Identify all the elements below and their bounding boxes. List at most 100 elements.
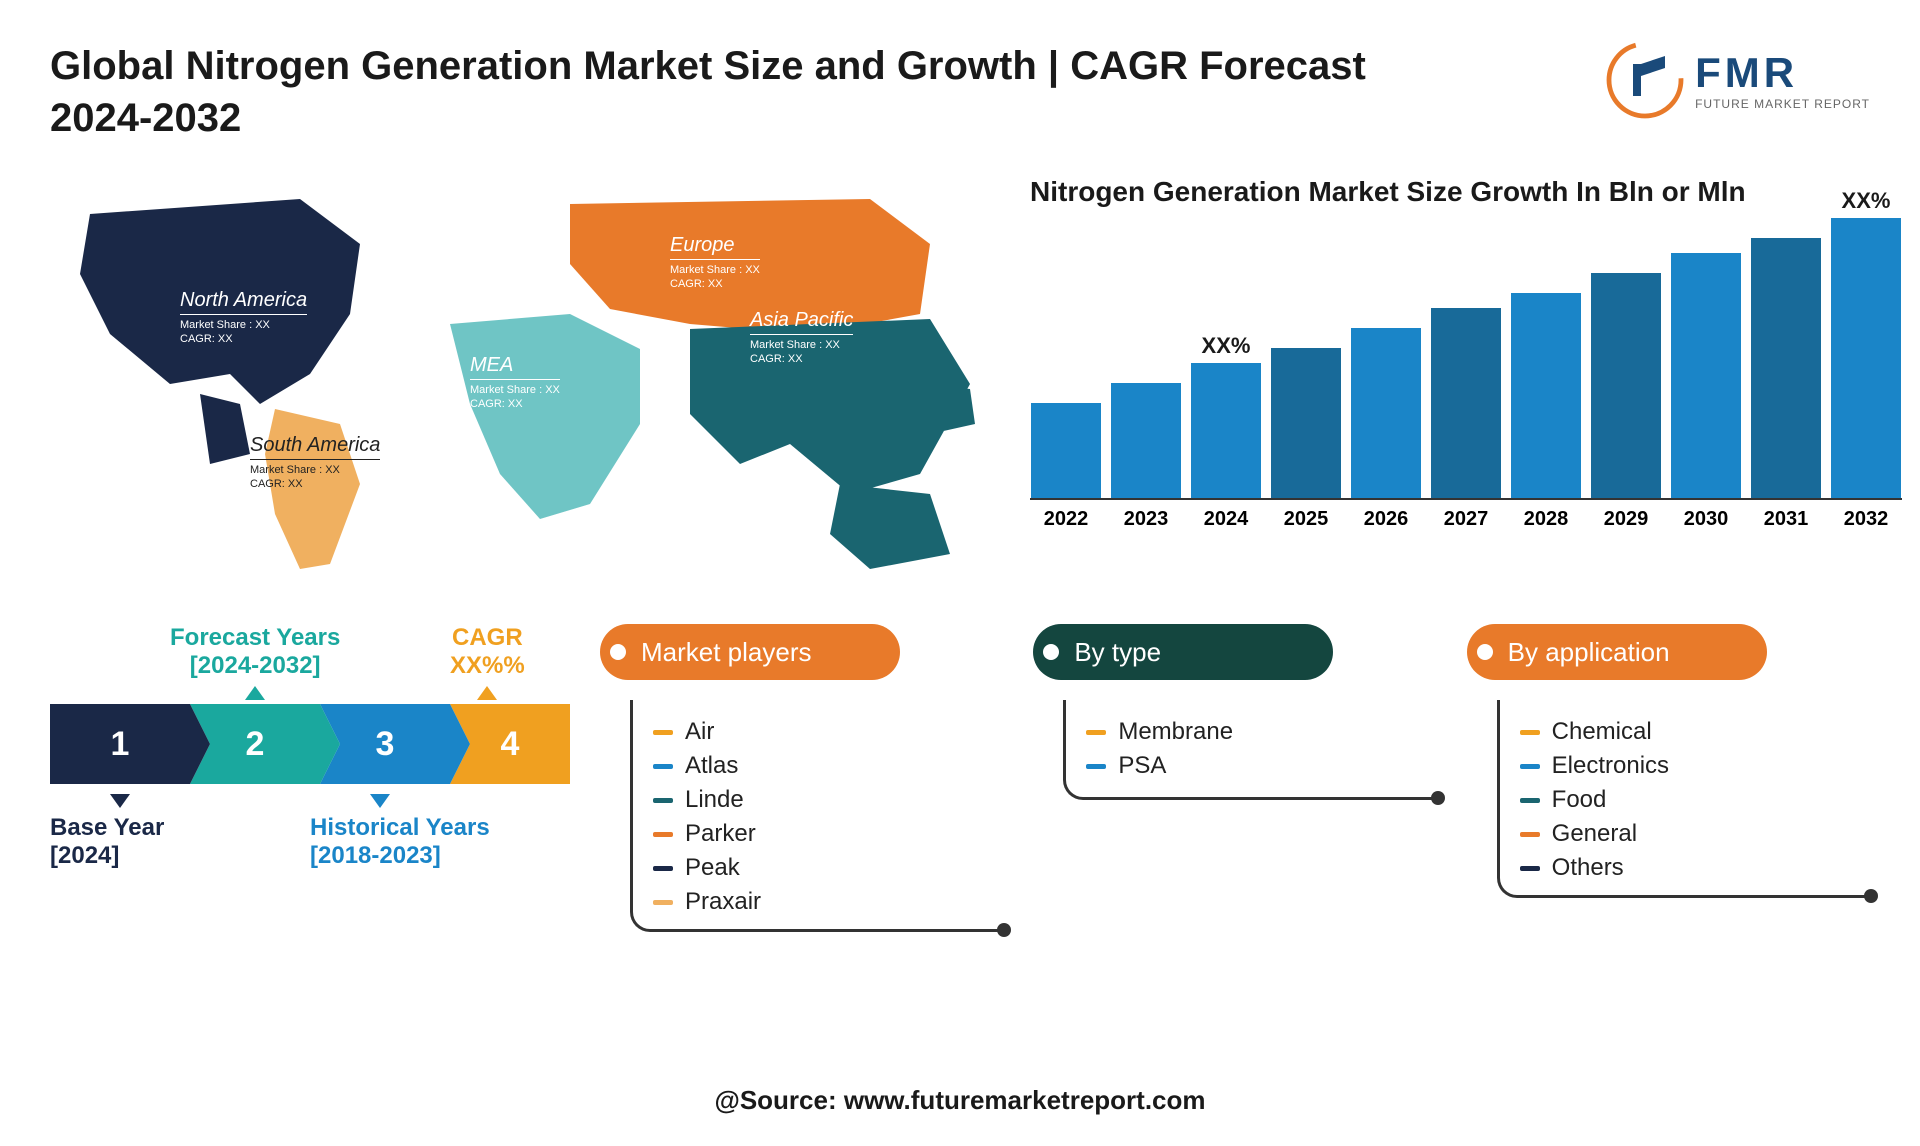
list-item: Air	[653, 715, 1003, 749]
list-item-label: Membrane	[1118, 718, 1233, 746]
dash-icon	[653, 730, 673, 735]
bar-col-2031	[1750, 238, 1822, 498]
list-item-label: Atlas	[685, 752, 738, 780]
list-item-label: Praxair	[685, 888, 761, 916]
pill-dot-icon	[1043, 644, 1059, 660]
historical-line2: [2018-2023]	[310, 842, 490, 870]
region-label-north-america: North America Market Share : XX CAGR: XX	[180, 289, 307, 347]
category-title: By application	[1508, 637, 1670, 668]
region-label-mea: MEA Market Share : XX CAGR: XX	[470, 354, 560, 412]
x-label: 2029	[1590, 500, 1662, 531]
chart-title: Nitrogen Generation Market Size Growth I…	[1030, 174, 1902, 210]
cagr-line2: XX%%	[450, 652, 525, 680]
logo: FMR FUTURE MARKET REPORT	[1605, 40, 1870, 120]
dash-icon	[653, 866, 673, 871]
list-item: General	[1520, 817, 1870, 851]
bar	[1351, 328, 1421, 498]
dash-icon	[1086, 764, 1106, 769]
region-cagr: CAGR: XX	[670, 277, 760, 291]
list-item-label: Air	[685, 718, 714, 746]
region-name: Asia Pacific	[750, 309, 853, 335]
list-item: Peak	[653, 851, 1003, 885]
category-list: Chemical Electronics Food General Others	[1497, 700, 1870, 898]
category-title: Market players	[641, 637, 812, 668]
historical-line1: Historical Years	[310, 814, 490, 842]
bars-container: XX%XX%	[1030, 220, 1902, 500]
bar	[1031, 403, 1101, 498]
dash-icon	[653, 832, 673, 837]
category-title: By type	[1074, 637, 1161, 668]
bar	[1671, 253, 1741, 498]
bar-col-2023	[1110, 383, 1182, 498]
x-label: 2023	[1110, 500, 1182, 531]
forecast-line2: [2024-2032]	[170, 652, 340, 680]
dash-icon	[1520, 730, 1540, 735]
list-item-label: Electronics	[1552, 752, 1669, 780]
category-list: Membrane PSA	[1063, 700, 1436, 800]
category-by-application: By application Chemical Electronics Food…	[1467, 624, 1870, 932]
list-item: Others	[1520, 851, 1870, 885]
list-item: Membrane	[1086, 715, 1436, 749]
x-label: 2032	[1830, 500, 1902, 531]
bar-col-2029	[1590, 273, 1662, 498]
source-line: @Source: www.futuremarketreport.com	[0, 1085, 1920, 1116]
bar	[1111, 383, 1181, 498]
x-label: 2024	[1190, 500, 1262, 531]
growth-bar-chart: Nitrogen Generation Market Size Growth I…	[1030, 174, 1902, 574]
cagr-line1: CAGR	[450, 624, 525, 652]
bar-col-2027	[1430, 308, 1502, 498]
category-pill: By type	[1033, 624, 1333, 680]
bar	[1271, 348, 1341, 498]
region-share: Market Share : XX	[750, 338, 853, 352]
x-label: 2030	[1670, 500, 1742, 531]
x-axis-labels: 2022202320242025202620272028202920302031…	[1030, 500, 1902, 531]
list-item: Atlas	[653, 749, 1003, 783]
dash-icon	[653, 900, 673, 905]
bar	[1431, 308, 1501, 498]
region-cagr: CAGR: XX	[470, 397, 560, 411]
base-year-line2: [2024]	[50, 842, 164, 870]
world-map: North America Market Share : XX CAGR: XX…	[50, 174, 990, 574]
x-label: 2026	[1350, 500, 1422, 531]
region-share: Market Share : XX	[250, 463, 380, 477]
bar-annotation: XX%	[1842, 188, 1891, 214]
bar-col-2025	[1270, 348, 1342, 498]
triangle-up-icon	[245, 686, 265, 700]
x-label: 2022	[1030, 500, 1102, 531]
list-item-label: Linde	[685, 786, 744, 814]
bar	[1591, 273, 1661, 498]
list-item: Chemical	[1520, 715, 1870, 749]
category-pill: Market players	[600, 624, 900, 680]
dash-icon	[653, 764, 673, 769]
dash-icon	[1520, 866, 1540, 871]
x-label: 2028	[1510, 500, 1582, 531]
region-name: MEA	[470, 354, 560, 380]
bar-col-2022	[1030, 403, 1102, 498]
step-1: 1	[50, 704, 190, 784]
forecast-years-label: Forecast Years [2024-2032]	[170, 624, 340, 700]
x-label: 2031	[1750, 500, 1822, 531]
list-item-label: Chemical	[1552, 718, 1652, 746]
region-label-europe: Europe Market Share : XX CAGR: XX	[670, 234, 760, 292]
list-item-label: Parker	[685, 820, 756, 848]
pill-dot-icon	[610, 644, 626, 660]
region-name: North America	[180, 289, 307, 315]
region-share: Market Share : XX	[180, 318, 307, 332]
bar	[1831, 218, 1901, 498]
region-share: Market Share : XX	[470, 383, 560, 397]
x-label: 2027	[1430, 500, 1502, 531]
steps-row: 1 2 3 4	[50, 704, 570, 784]
list-item: Praxair	[653, 885, 1003, 919]
cagr-label: CAGR XX%%	[450, 624, 525, 700]
dash-icon	[1520, 764, 1540, 769]
list-item-label: Peak	[685, 854, 740, 882]
bar-col-2030	[1670, 253, 1742, 498]
bar	[1751, 238, 1821, 498]
bar	[1511, 293, 1581, 498]
triangle-down-icon	[110, 794, 130, 808]
triangle-up-icon	[477, 686, 497, 700]
base-year-line1: Base Year	[50, 814, 164, 842]
category-list: Air Atlas Linde Parker Peak Praxair	[630, 700, 1003, 932]
category-columns: Market players Air Atlas Linde Parker Pe…	[600, 624, 1870, 932]
list-item-label: Others	[1552, 854, 1624, 882]
